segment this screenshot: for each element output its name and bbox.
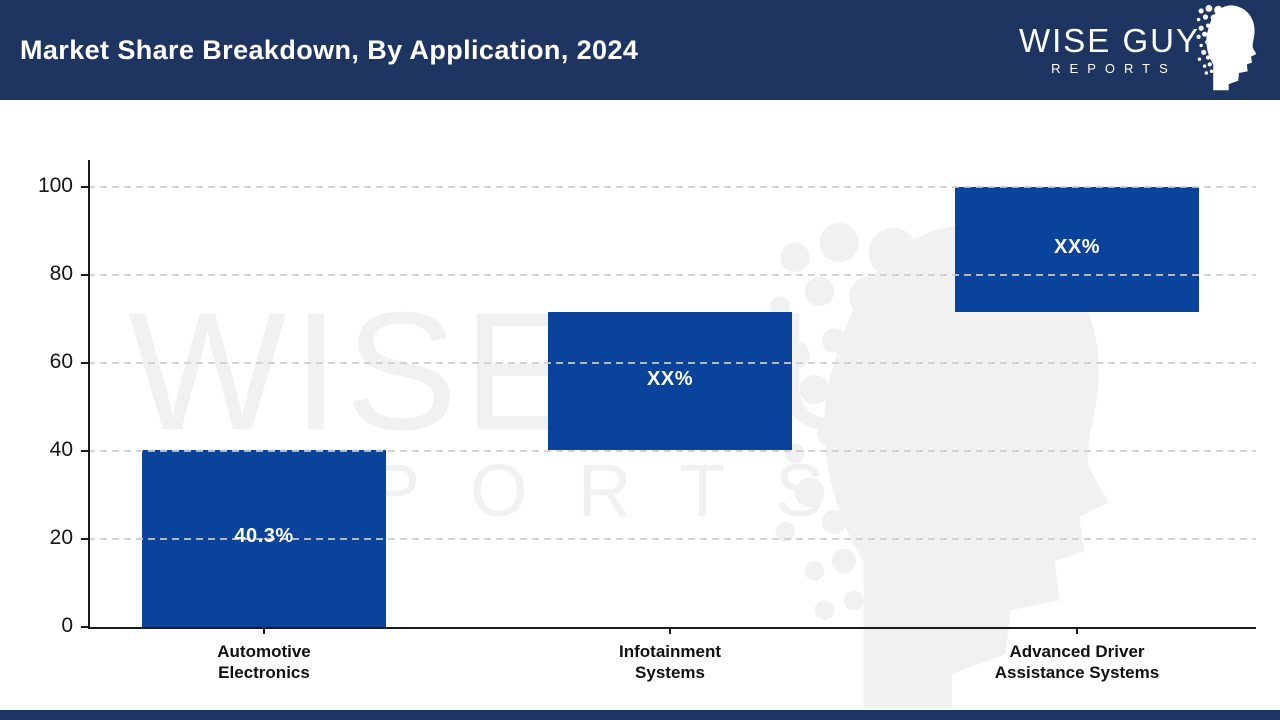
y-tick-label: 60 <box>49 350 73 373</box>
x-axis-label-line: Automotive <box>217 642 311 661</box>
x-tick-mark <box>669 627 671 634</box>
y-tick-label: 40 <box>49 438 73 461</box>
gridline-60 <box>88 362 1256 364</box>
brand-face-icon <box>1196 4 1258 97</box>
gridline-80 <box>88 274 1256 276</box>
y-tick-label: 80 <box>49 262 73 285</box>
x-axis-label-line: Advanced Driver <box>1009 642 1145 661</box>
x-axis-label: Automotive Electronics <box>114 641 414 683</box>
header-bar: Market Share Breakdown, By Application, … <box>0 0 1280 100</box>
y-tick-mark <box>81 626 88 628</box>
footer-bar <box>0 710 1280 720</box>
y-tick-label: 20 <box>49 526 73 549</box>
y-tick-label: 100 <box>37 174 73 197</box>
x-axis-line <box>88 627 1256 629</box>
brand-logo-text: WISE GUY REPORTS <box>1018 22 1200 77</box>
y-tick-label: 0 <box>61 614 73 637</box>
brand-logo: WISE GUY REPORTS <box>1019 4 1258 97</box>
brand-name: WISE GUY <box>1018 22 1200 59</box>
x-tick-mark <box>1076 627 1078 634</box>
plot-canvas: 0 20 40 60 80 100 40.3% Automotive Electronics XX… <box>0 100 1280 710</box>
chart-area: WISE GUY REPORTS 0 20 40 60 80 100 40.3% Automo… <box>0 100 1280 710</box>
y-tick-mark <box>81 450 88 452</box>
x-axis-label: Advanced Driver Assistance Systems <box>927 641 1227 683</box>
bar-value-label: XX% <box>1054 236 1100 259</box>
x-axis-label-line: Assistance Systems <box>994 663 1160 682</box>
brand-subtitle: REPORTS <box>1051 61 1177 76</box>
x-axis-label-line: Infotainment <box>619 642 721 661</box>
y-tick-mark <box>81 538 88 540</box>
gridline-100 <box>88 186 1256 188</box>
x-axis-label: Infotainment Systems <box>520 641 820 683</box>
gridline-40 <box>88 450 1256 452</box>
y-axis-line <box>88 160 90 629</box>
x-axis-label-line: Electronics <box>218 663 310 682</box>
page-title: Market Share Breakdown, By Application, … <box>20 34 639 65</box>
x-tick-mark <box>263 627 265 634</box>
bar-value-label: XX% <box>647 367 693 390</box>
gridline-20 <box>88 538 1256 540</box>
bar-segment-3 <box>955 187 1199 312</box>
bar-segment-2 <box>548 311 792 450</box>
bar-value-label: 40.3% <box>234 525 294 548</box>
y-tick-mark <box>81 274 88 276</box>
y-tick-mark <box>81 362 88 364</box>
y-tick-mark <box>81 186 88 188</box>
x-axis-label-line: Systems <box>635 663 705 682</box>
